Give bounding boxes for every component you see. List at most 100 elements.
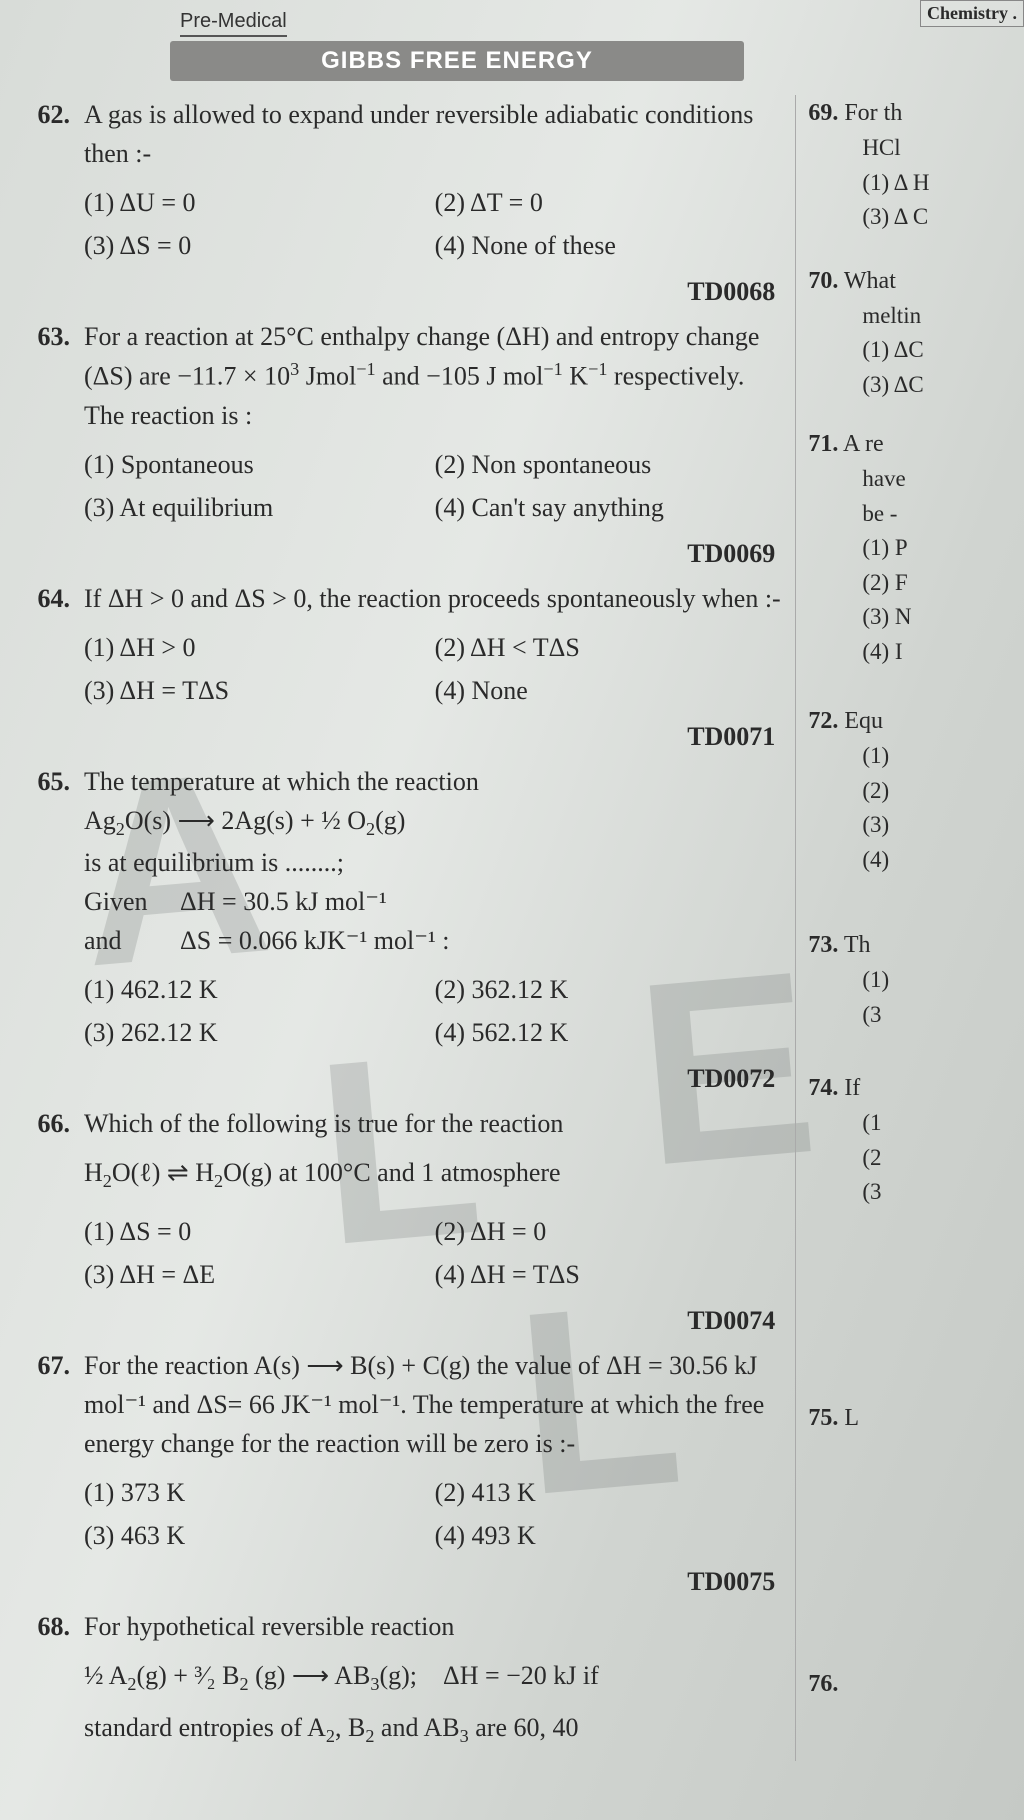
section-title: GIBBS FREE ENERGY xyxy=(170,41,744,81)
question-62: 62. A gas is allowed to expand under rev… xyxy=(20,95,795,267)
option-4: (4) ΔH = TΔS xyxy=(435,1253,786,1296)
option-4: (4) None of these xyxy=(435,224,786,267)
question-65: 65. The temperature at which the reactio… xyxy=(20,762,795,1054)
text: and ΔS = 0.066 kJK⁻¹ mol⁻¹ : xyxy=(84,921,785,960)
question-body: A gas is allowed to expand under reversi… xyxy=(84,95,795,267)
text: For th xyxy=(844,100,902,126)
question-number: 76. xyxy=(808,1671,838,1697)
options: (1) ΔU = 0 (2) ΔT = 0 (3) ΔS = 0 (4) Non… xyxy=(84,181,785,267)
option-4: (4) None xyxy=(435,669,786,712)
question-body: Which of the following is true for the r… xyxy=(84,1104,795,1295)
question-text: The temperature at which the reaction Ag… xyxy=(84,762,785,960)
question-body: The temperature at which the reaction Ag… xyxy=(84,762,795,1054)
text: Th xyxy=(844,932,871,958)
option: (3) xyxy=(862,808,1024,843)
question-text: A gas is allowed to expand under reversi… xyxy=(84,95,785,173)
option-2: (2) Non spontaneous xyxy=(435,443,786,486)
question-number: 69. xyxy=(808,100,838,126)
question-68: 68. For hypothetical reversible reaction… xyxy=(20,1607,795,1751)
option: (3) ΔC xyxy=(862,368,1024,403)
right-column: 69. For th HCl (1) Δ H (3) Δ C 70. What … xyxy=(795,95,1024,1761)
question-body: For hypothetical reversible reaction ½ A… xyxy=(84,1607,795,1751)
option: (3 xyxy=(862,1175,1024,1210)
question-75: 75. L xyxy=(808,1400,1024,1436)
option-4: (4) 493 K xyxy=(435,1514,786,1557)
option: (1) Δ H xyxy=(862,166,1024,201)
question-text: If ΔH > 0 and ΔS > 0, the reaction proce… xyxy=(84,579,785,618)
text: have xyxy=(862,462,1024,497)
option-2: (2) ΔH < TΔS xyxy=(435,626,786,669)
option-2: (2) 413 K xyxy=(435,1471,786,1514)
option-1: (1) ΔU = 0 xyxy=(84,181,435,224)
question-text: For a reaction at 25°C enthalpy change (… xyxy=(84,317,785,435)
text: Jmol xyxy=(299,362,356,391)
question-text: For the reaction A(s) ⟶ B(s) + C(g) the … xyxy=(84,1346,785,1463)
question-number: 73. xyxy=(808,932,838,958)
option: (3 xyxy=(862,998,1024,1033)
question-number: 66. xyxy=(20,1104,84,1295)
pre-medical-label: Pre-Medical xyxy=(180,10,287,37)
text: standard entropies of A2, B2 and AB3 are… xyxy=(84,1708,785,1750)
option-4: (4) 562.12 K xyxy=(435,1011,786,1054)
option-1: (1) 462.12 K xyxy=(84,968,435,1011)
question-74: 74. If (1 (2 (3 xyxy=(808,1070,1024,1210)
question-text: Which of the following is true for the r… xyxy=(84,1104,785,1195)
option: (3) Δ C xyxy=(862,200,1024,235)
td-code: TD0074 xyxy=(20,1306,775,1336)
td-code: TD0072 xyxy=(20,1064,775,1094)
question-number: 65. xyxy=(20,762,84,1054)
option: (1) xyxy=(862,739,1024,774)
option-1: (1) ΔH > 0 xyxy=(84,626,435,669)
option-2: (2) ΔT = 0 xyxy=(435,181,786,224)
question-73: 73. Th (1) (3 xyxy=(808,927,1024,1032)
question-number: 75. xyxy=(808,1405,838,1431)
text: K xyxy=(563,362,588,391)
td-code: TD0071 xyxy=(20,722,775,752)
options: (1) Spontaneous (2) Non spontaneous (3) … xyxy=(84,443,785,529)
options: (1) ΔS = 0 (2) ΔH = 0 (3) ΔH = ΔE (4) ΔH… xyxy=(84,1210,785,1296)
question-body: For a reaction at 25°C enthalpy change (… xyxy=(84,317,795,529)
options: (1) 462.12 K (2) 362.12 K (3) 262.12 K (… xyxy=(84,968,785,1054)
question-body: For the reaction A(s) ⟶ B(s) + C(g) the … xyxy=(84,1346,795,1557)
question-number: 71. xyxy=(808,431,838,457)
option-3: (3) ΔH = TΔS xyxy=(84,669,435,712)
question-body: If ΔH > 0 and ΔS > 0, the reaction proce… xyxy=(84,579,795,712)
question-number: 64. xyxy=(20,579,84,712)
option: (2 xyxy=(862,1141,1024,1176)
question-number: 70. xyxy=(808,268,838,294)
text: What xyxy=(844,268,896,294)
option: (4) I xyxy=(862,635,1024,670)
td-code: TD0068 xyxy=(20,277,775,307)
option-4: (4) Can't say anything xyxy=(435,486,786,529)
td-code: TD0069 xyxy=(20,539,775,569)
question-number: 62. xyxy=(20,95,84,267)
text: Given ΔH = 30.5 kJ mol⁻¹ xyxy=(84,882,785,921)
text: ½ A2(g) + ³⁄₂ B2 (g) ⟶ AB3(g); ΔH = −20 … xyxy=(84,1656,785,1698)
option-3: (3) At equilibrium xyxy=(84,486,435,529)
left-column: 62. A gas is allowed to expand under rev… xyxy=(20,95,795,1761)
question-number: 74. xyxy=(808,1075,838,1101)
option-2: (2) 362.12 K xyxy=(435,968,786,1011)
question-number: 63. xyxy=(20,317,84,529)
option-3: (3) ΔS = 0 xyxy=(84,224,435,267)
option: (3) N xyxy=(862,600,1024,635)
question-69: 69. For th HCl (1) Δ H (3) Δ C xyxy=(808,95,1024,235)
option-1: (1) 373 K xyxy=(84,1471,435,1514)
question-63: 63. For a reaction at 25°C enthalpy chan… xyxy=(20,317,795,529)
text: If xyxy=(844,1075,860,1101)
chemistry-tag: Chemistry . xyxy=(920,0,1024,27)
text: and −105 J mol xyxy=(376,362,544,391)
option: (4) xyxy=(862,843,1024,878)
option-3: (3) 262.12 K xyxy=(84,1011,435,1054)
question-67: 67. For the reaction A(s) ⟶ B(s) + C(g) … xyxy=(20,1346,795,1557)
text: The temperature at which the reaction xyxy=(84,762,785,801)
option-1: (1) ΔS = 0 xyxy=(84,1210,435,1253)
options: (1) 373 K (2) 413 K (3) 463 K (4) 493 K xyxy=(84,1471,785,1557)
text: HCl xyxy=(862,131,1024,166)
text: Equ xyxy=(844,708,883,734)
question-number: 68. xyxy=(20,1607,84,1751)
text: be - xyxy=(862,497,1024,532)
text: A re xyxy=(843,431,884,457)
td-code: TD0075 xyxy=(20,1567,775,1597)
option: (2) xyxy=(862,774,1024,809)
